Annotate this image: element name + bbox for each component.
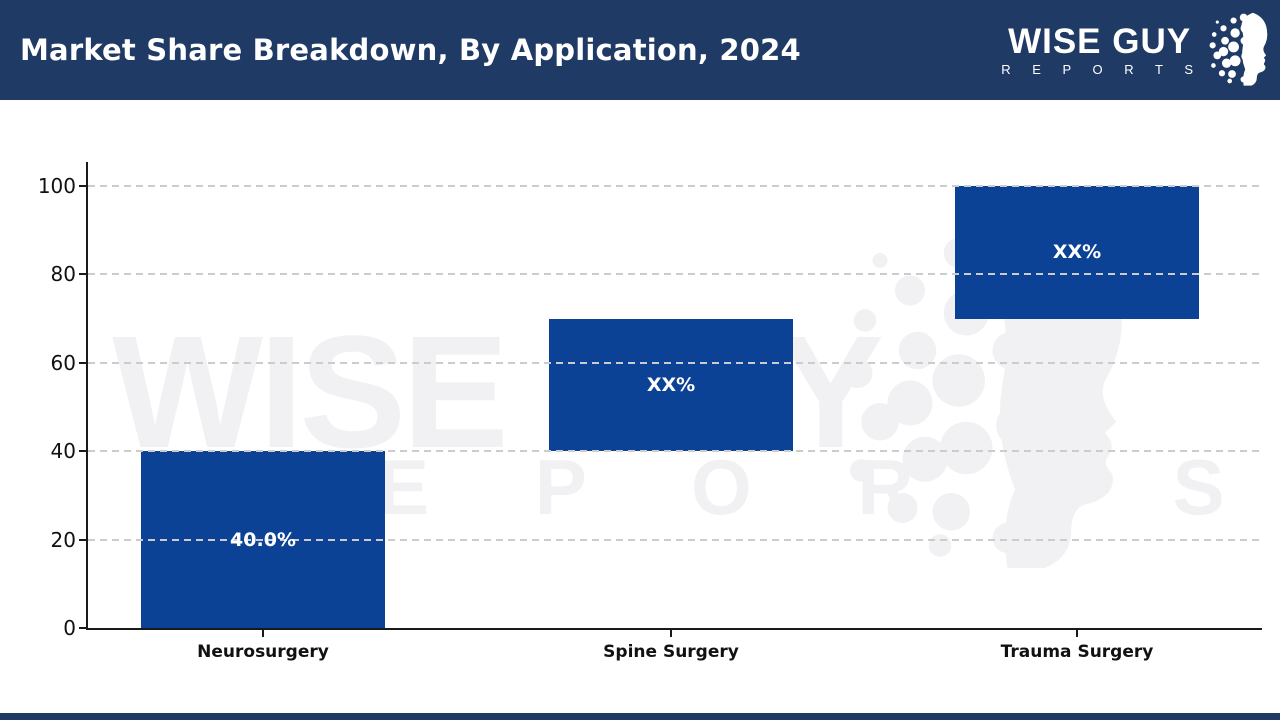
x-axis-label: Neurosurgery — [197, 642, 329, 662]
wiseguy-logo: WISE GUY R E P O R T S — [997, 0, 1270, 100]
gridline-60 — [88, 361, 1262, 364]
y-axis-tick-label: 40 — [50, 439, 76, 464]
bar-spine-surgery — [549, 318, 793, 452]
logo-subtext: R E P O R T S — [1001, 62, 1202, 77]
y-axis-tick-label: 100 — [37, 174, 76, 198]
chart-area: WISE GUY R E P O R T S 40.0% Neurosurgery… — [0, 100, 1280, 713]
y-axis-tick-label: 0 — [63, 616, 76, 640]
logo-face-icon — [1209, 12, 1268, 86]
x-axis-label: Spine Surgery — [603, 642, 739, 662]
y-tick — [79, 538, 88, 541]
labels-layer: 40.0% Neurosurgery XX% Spine Surgery XX% Trau… — [0, 100, 1280, 713]
gridlines-layer — [0, 100, 1280, 713]
gridline-20 — [88, 538, 1262, 541]
bar-value-label: 40.0% — [230, 528, 296, 551]
x-axis-line — [86, 628, 1262, 630]
y-axis-tick-label: 60 — [50, 350, 76, 375]
gridline-80 — [88, 273, 1262, 276]
y-tick — [79, 273, 88, 276]
y-tick — [79, 627, 88, 629]
logo-text: WISE GUY R E P O R T S — [997, 24, 1202, 76]
header: Market Share Breakdown, By Application, … — [0, 0, 1280, 100]
footer-bar — [0, 713, 1280, 720]
bar-trauma-surgery — [955, 186, 1199, 319]
bar-value-label: XX% — [1052, 241, 1102, 264]
x-tick — [670, 629, 672, 637]
y-tick — [79, 450, 88, 453]
y-tick — [79, 185, 88, 187]
y-axis-line — [86, 162, 88, 630]
axes-layer — [0, 100, 1280, 713]
logo-wordmark: WISE GUY — [1008, 22, 1192, 61]
y-tick — [79, 361, 88, 364]
y-axis-tick-label: 80 — [50, 262, 76, 287]
bar-value-label: XX% — [646, 373, 696, 396]
y-axis-tick-label: 20 — [50, 527, 76, 552]
x-tick — [262, 629, 264, 637]
gridline-100 — [88, 185, 1262, 187]
x-axis-label: Trauma Surgery — [1000, 642, 1154, 662]
page-title: Market Share Breakdown, By Application, … — [20, 33, 801, 67]
gridline-40 — [88, 450, 1262, 453]
x-tick — [1076, 629, 1078, 637]
